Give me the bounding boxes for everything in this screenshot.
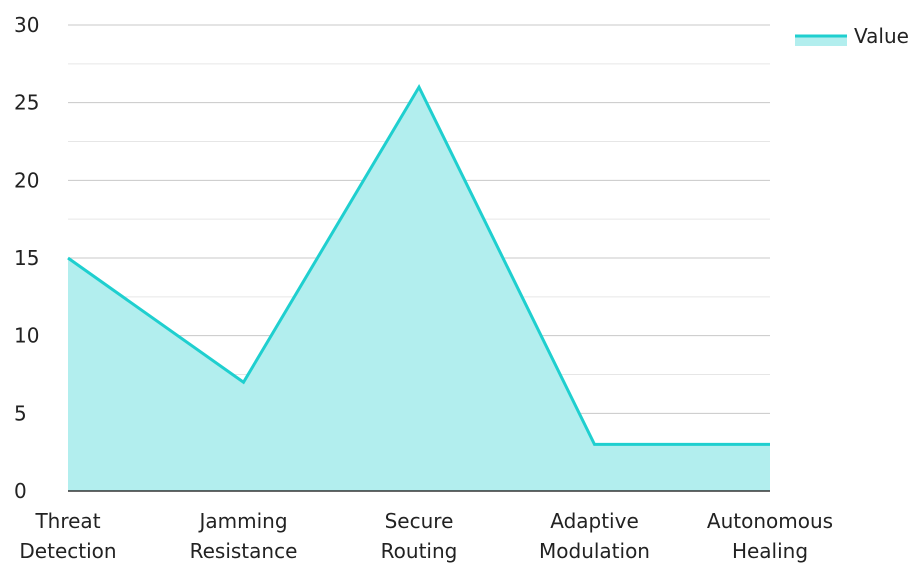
y-tick-label: 30 <box>14 13 39 37</box>
x-tick-label: Adaptive Modulation <box>539 509 650 563</box>
y-tick-label: 10 <box>14 324 39 348</box>
legend: Value <box>795 24 909 48</box>
x-tick-label: Autonomous Healing <box>707 509 833 563</box>
x-tick-label: Jamming Resistance <box>190 509 298 563</box>
y-axis-tick-labels: 0 5 10 15 20 25 30 <box>14 13 39 503</box>
legend-swatch-fill <box>795 36 847 46</box>
y-tick-label: 20 <box>14 168 39 192</box>
area-fill-value <box>68 87 770 491</box>
series-area <box>67 83 771 491</box>
y-tick-label: 5 <box>14 401 27 425</box>
x-tick-label: Threat Detection <box>19 509 116 563</box>
x-axis-tick-labels: Threat Detection Jamming Resistance Secure Ro… <box>19 509 833 563</box>
y-tick-label: 25 <box>14 91 39 115</box>
y-tick-label: 0 <box>14 479 27 503</box>
x-tick-label: Secure Routing <box>381 509 458 563</box>
y-tick-label: 15 <box>14 246 39 270</box>
legend-label-value: Value <box>854 24 909 48</box>
